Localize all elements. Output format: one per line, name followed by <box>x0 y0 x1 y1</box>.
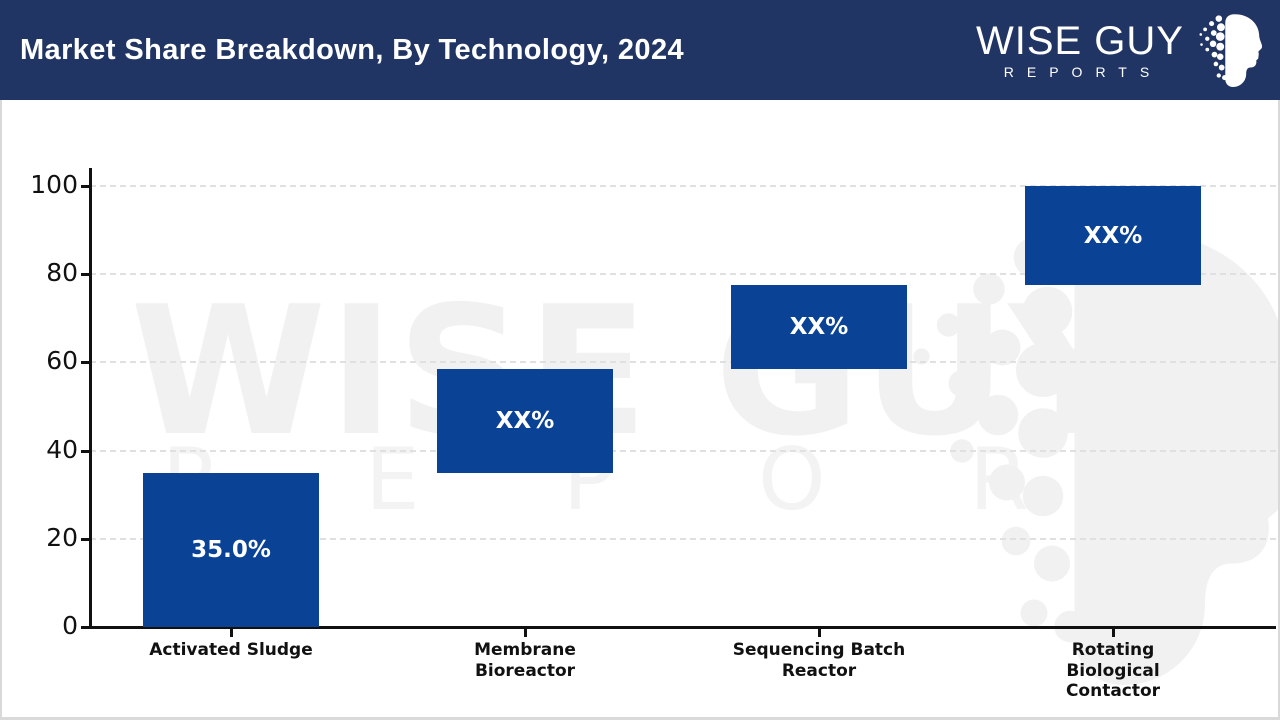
bar-1: 35.0% <box>143 472 319 627</box>
y-tick-label: 80 <box>46 258 78 288</box>
y-tick-label: 100 <box>30 170 78 199</box>
x-category-label: Rotating Biological Contactor <box>1065 640 1161 702</box>
y-tick-label: 40 <box>46 434 78 464</box>
gridline <box>90 361 1276 364</box>
logo-subtitle: REPORTS <box>1003 64 1163 80</box>
x-category-label: Activated Sludge <box>149 640 313 660</box>
bar-4: XX% <box>1025 186 1201 286</box>
x-tick-mark <box>818 629 821 637</box>
x-category-label: Sequencing Batch Reactor <box>732 640 906 681</box>
logo-face-icon <box>1199 14 1262 87</box>
bar-2: XX% <box>437 369 613 473</box>
page-title: Market Share Breakdown, By Technology, 2… <box>20 33 685 66</box>
bar-value-label: XX% <box>495 407 555 434</box>
logo-text: WISE GUY REPORTS <box>976 21 1184 79</box>
x-category-label: Membrane Bioreactor <box>474 640 576 681</box>
logo-wordmark: WISE GUY <box>975 19 1184 63</box>
header-bar: Market Share Breakdown, By Technology, 2… <box>0 0 1280 100</box>
gridline <box>90 537 1276 540</box>
y-tick-label: 20 <box>46 522 78 552</box>
bar-value-label: XX% <box>789 314 849 341</box>
y-tick-mark <box>81 449 90 453</box>
chart-area: WISE GUY R E P O R T S 02040608010035.0%… <box>0 100 1280 720</box>
y-tick-label: 0 <box>62 611 78 640</box>
x-tick-mark <box>230 629 233 637</box>
y-axis-line <box>89 168 92 629</box>
waterfall-chart: 0 20 40 60 80 100 35.0% Activated Sludge XX% Memb… <box>2 100 1278 717</box>
y-tick-mark <box>81 185 90 188</box>
y-tick-label: 60 <box>46 346 78 376</box>
y-tick-mark <box>81 626 90 629</box>
wise-guy-logo: WISE GUY REPORTS <box>976 7 1262 93</box>
gridline <box>90 273 1276 276</box>
bar-value-label: 35.0% <box>191 536 271 563</box>
y-tick-mark <box>81 273 90 277</box>
bar-value-label: XX% <box>1083 222 1143 249</box>
gridline <box>90 185 1276 187</box>
x-tick-mark <box>1112 629 1115 637</box>
x-axis-line <box>90 626 1276 629</box>
x-tick-mark <box>524 629 527 637</box>
bar-3: XX% <box>731 285 907 369</box>
gridline <box>90 449 1276 452</box>
y-tick-mark <box>81 537 90 541</box>
y-tick-mark <box>81 361 90 365</box>
